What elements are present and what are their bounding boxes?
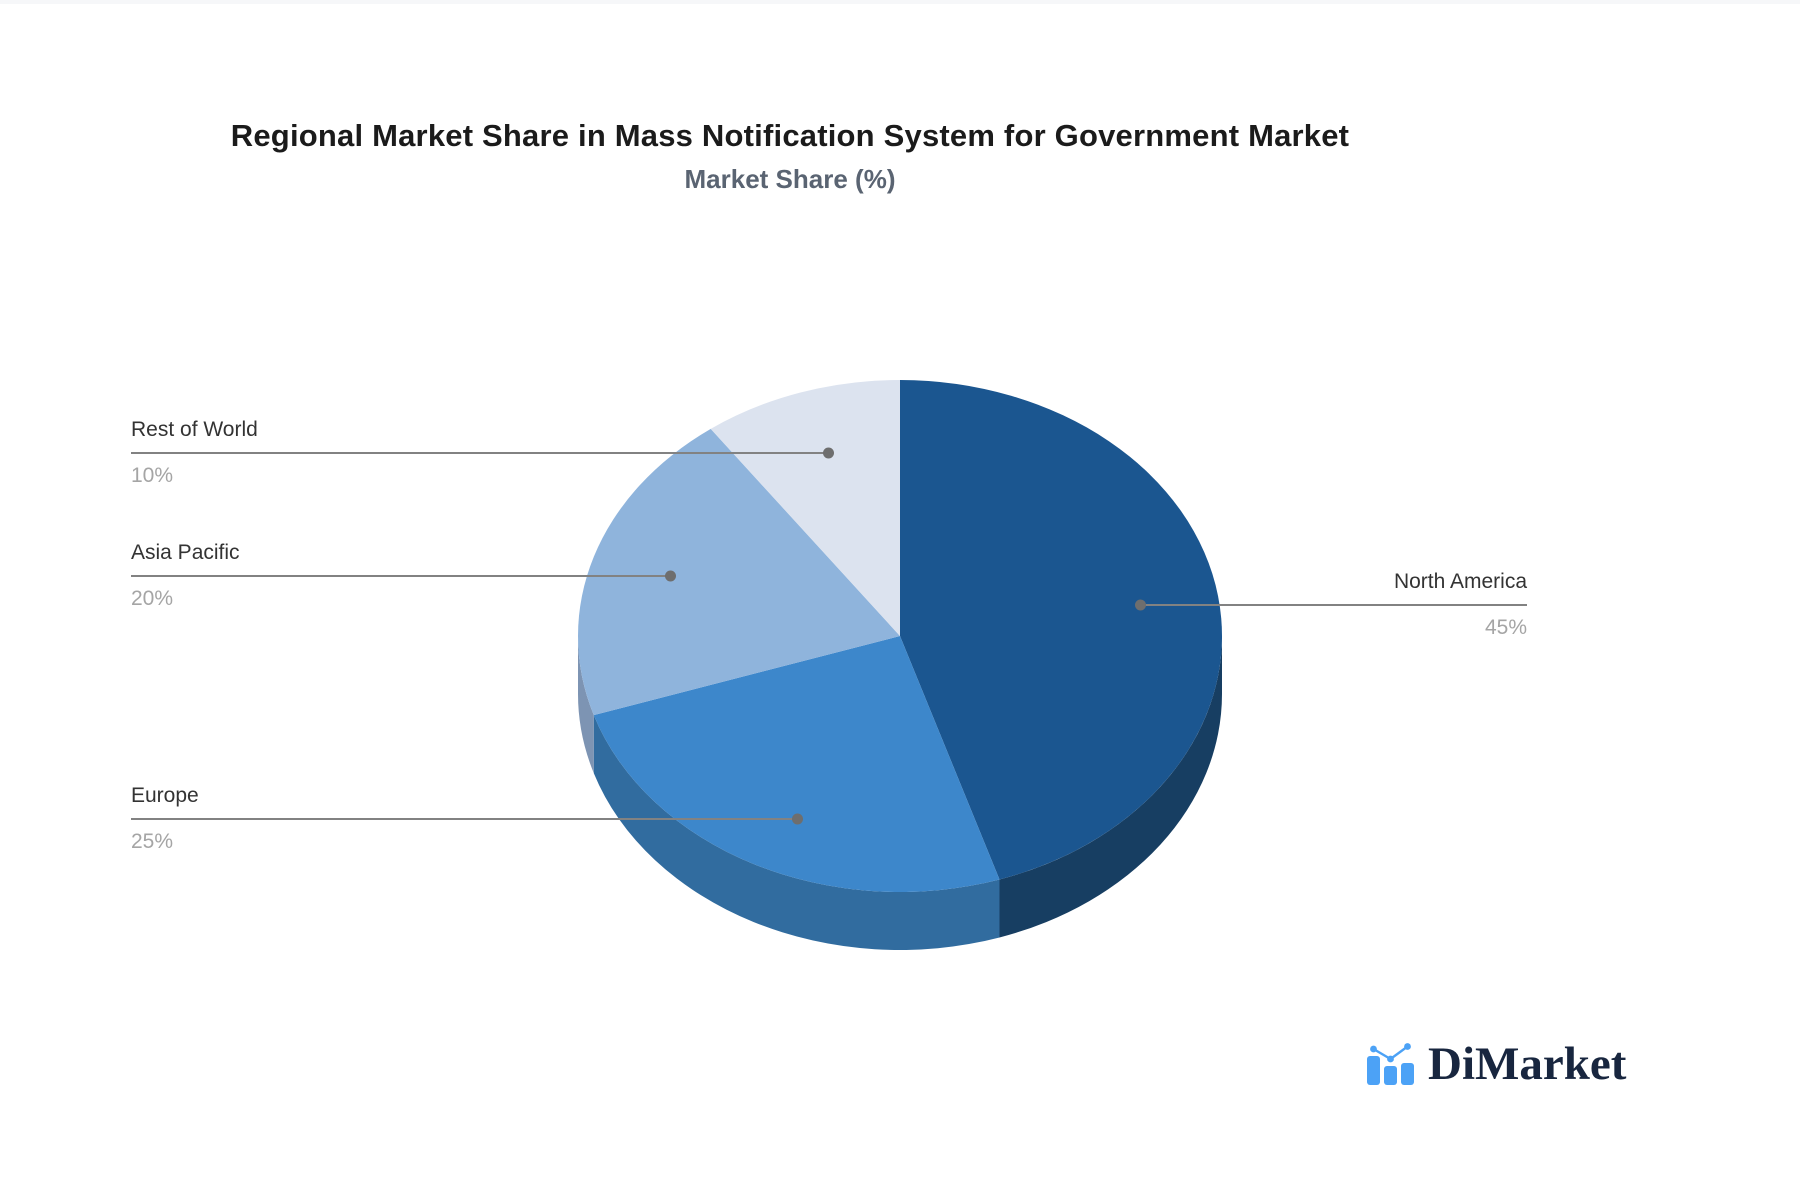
top-strip [0, 0, 1800, 4]
callout-europe: Europe 25% [131, 783, 803, 855]
callout-label: Asia Pacific [131, 541, 240, 564]
pie-slice-side-north-america [999, 636, 1222, 938]
callout-rest-of-world: Rest of World 10% [131, 417, 834, 489]
callout-label: Europe [131, 784, 199, 807]
leader-line [131, 570, 676, 582]
chart-subtitle: Market Share (%) [684, 164, 896, 194]
dimarket-logo-text: DiMarket [1428, 1038, 1627, 1090]
leader-line [131, 447, 834, 459]
chart-title: Regional Market Share in Mass Notificati… [230, 118, 1350, 153]
leader-dot [823, 447, 834, 459]
pie-slice-north-america[interactable] [900, 380, 1223, 880]
callout-value: 20% [131, 587, 174, 610]
callout-value: 45% [1484, 616, 1527, 639]
leader-dot [1135, 599, 1146, 611]
leader-dot [665, 570, 676, 582]
dimarket-logo: DiMarket [1365, 1038, 1627, 1090]
callout-north-america: North America 45% [1135, 569, 1527, 641]
callout-label: North America [1393, 570, 1527, 593]
pie-slice-side-europe [593, 715, 1000, 950]
callout-value: 25% [131, 830, 174, 853]
pie-slice-europe[interactable] [593, 636, 1000, 892]
chart-header: Regional Market Share in Mass Notificati… [0, 118, 1580, 195]
pie-slice-rest-of-world[interactable] [710, 380, 900, 636]
bar-chart-trend-icon [1367, 1043, 1414, 1085]
pie-slice-side-asia-pacific [578, 636, 594, 774]
callout-label: Rest of World [131, 418, 258, 441]
callout-value: 10% [131, 464, 174, 487]
leader-line [1135, 599, 1527, 611]
callout-asia-pacific: Asia Pacific 20% [131, 540, 676, 612]
leader-dot [792, 813, 803, 825]
pie-slice-asia-pacific[interactable] [578, 428, 900, 716]
leader-line [131, 813, 803, 825]
